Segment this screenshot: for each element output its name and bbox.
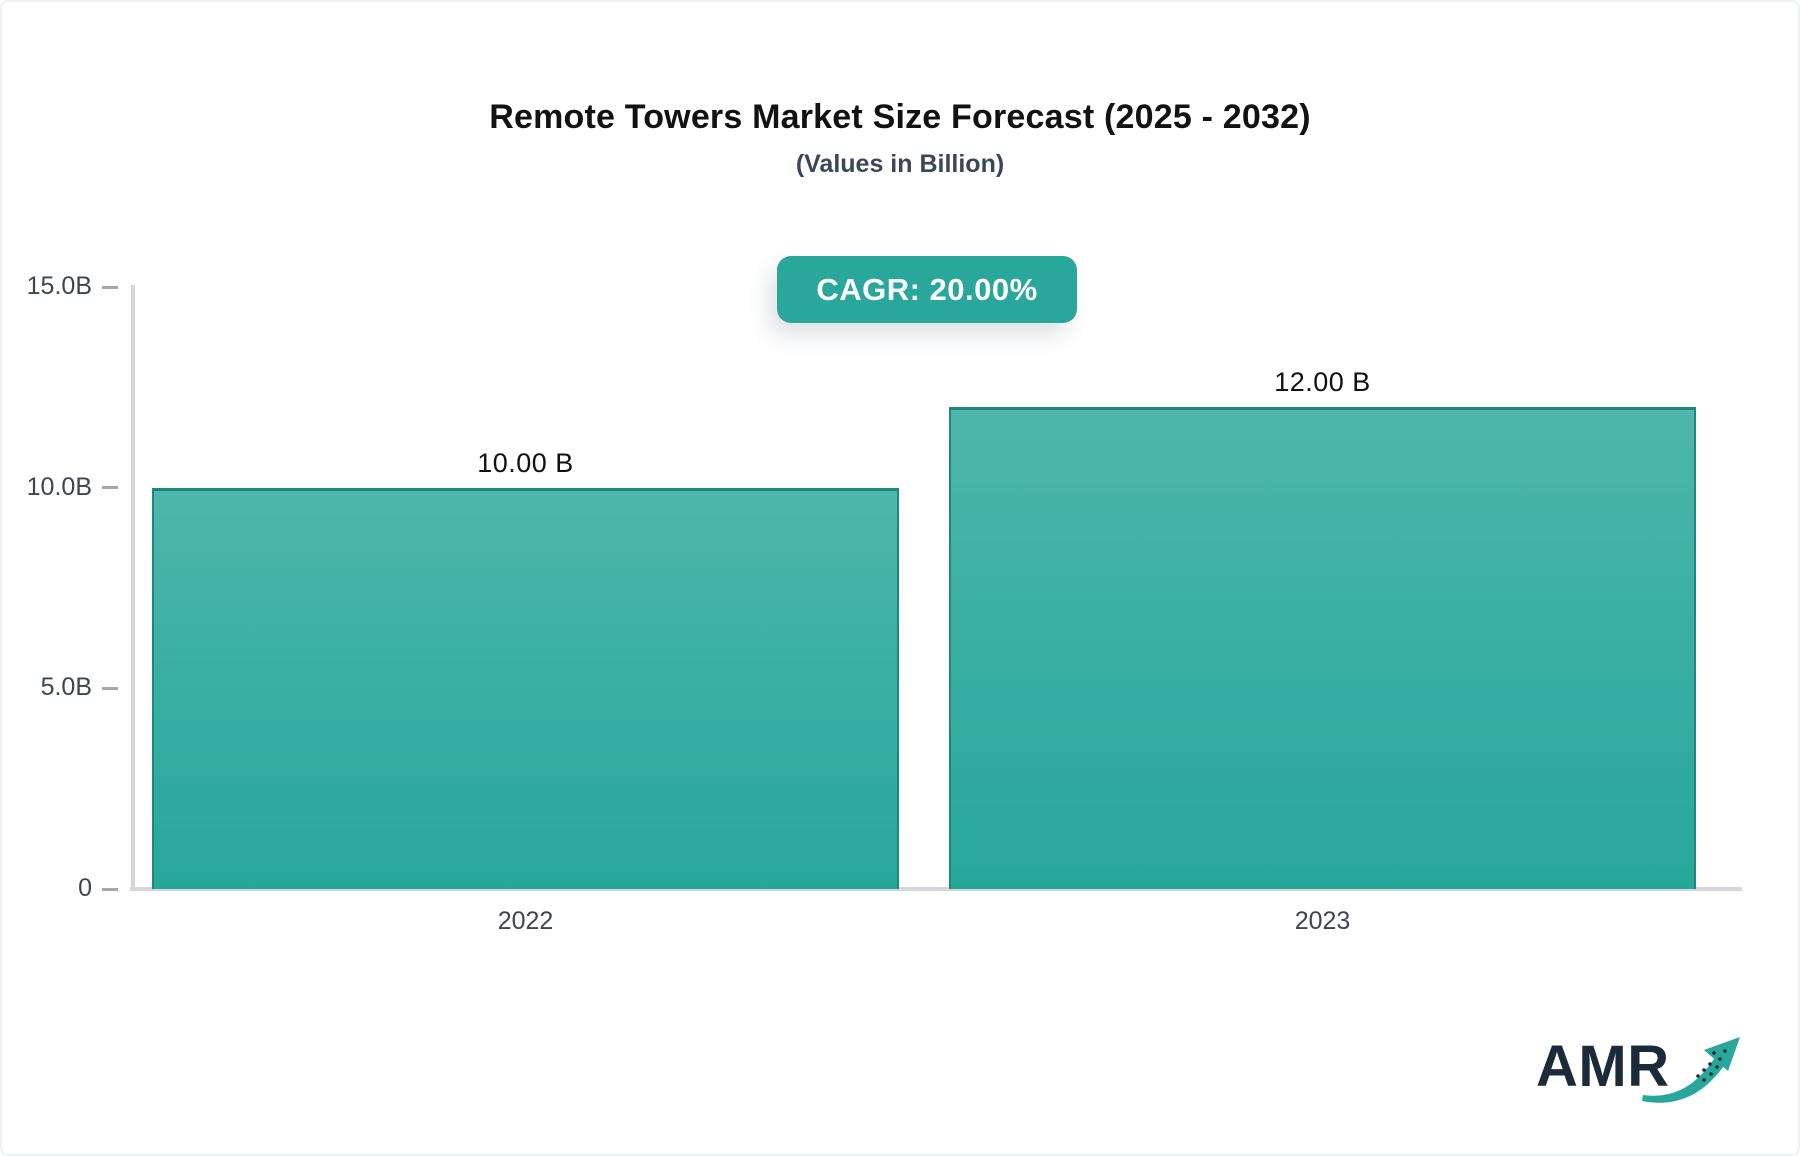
x-axis-line [130,887,1742,891]
cagr-badge-label: CAGR: 20.00% [816,271,1038,307]
y-tick-label: 10.0B [26,472,92,501]
chart-title: Remote Towers Market Size Forecast (2025… [489,98,1311,136]
brand-logo: AMR [1536,1034,1752,1103]
bar-value-label: 12.00 B [1274,367,1371,398]
y-tick-dash [102,486,118,490]
brand-logo-text: AMR [1536,1034,1670,1099]
bar-value-label: 10.00 B [477,447,574,478]
y-tick-label: 15.0B [26,272,92,301]
y-axis-line [131,285,135,891]
y-tick-label: 0 [78,874,92,902]
chart-subtitle: (Values in Billion) [795,150,1005,178]
x-axis-label-2023: 2023 [1294,907,1351,935]
cagr-badge: CAGR: 20.00% [777,256,1077,323]
x-axis-label-2022: 2022 [497,907,554,935]
bar-2023 [949,407,1696,889]
growth-arrow-icon [1641,1037,1740,1103]
y-tick-dash [102,887,118,891]
y-tick-dash [102,686,118,690]
bar-2022 [152,487,899,889]
y-tick-label: 5.0B [40,673,92,702]
y-tick-dash [102,285,118,289]
